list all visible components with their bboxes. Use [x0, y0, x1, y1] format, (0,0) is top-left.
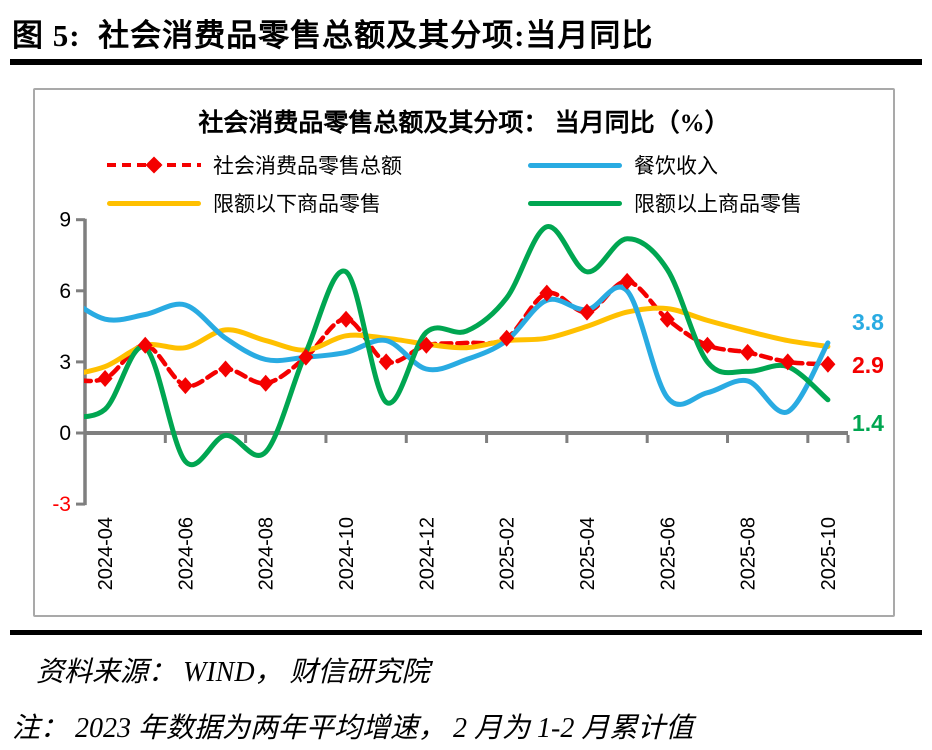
bottom-divider	[10, 630, 922, 635]
figure-title: 图 5: 社会消费品零售总额及其分项:当月同比	[12, 18, 654, 53]
legend-label: 餐饮收入	[634, 154, 718, 178]
legend-label: 限额以下商品零售	[213, 192, 381, 216]
legend-label: 限额以上商品零售	[634, 192, 802, 216]
below-quota-line-icon	[107, 200, 201, 206]
diamond-marker-icon	[145, 156, 163, 174]
legend-item-below-quota: 限额以下商品零售	[107, 188, 381, 218]
total-retail-dashed-line-icon	[107, 156, 201, 174]
note-line: 注： 2023 年数据为两年平均增速， 2 月为 1-2 月累计值	[12, 713, 694, 744]
legend-item-catering: 餐饮收入	[528, 150, 718, 180]
source-line: 资料来源： WIND， 财信研究院	[36, 657, 430, 688]
legend-item-total-retail: 社会消费品零售总额	[107, 150, 402, 180]
top-divider	[10, 59, 922, 65]
legend-item-above-quota: 限额以上商品零售	[528, 188, 802, 218]
above-quota-line-icon	[528, 200, 622, 206]
legend-label: 社会消费品零售总额	[213, 154, 402, 178]
catering-line-icon	[528, 162, 622, 168]
chart-title: 社会消费品零售总额及其分项： 当月同比（%）	[198, 110, 730, 137]
